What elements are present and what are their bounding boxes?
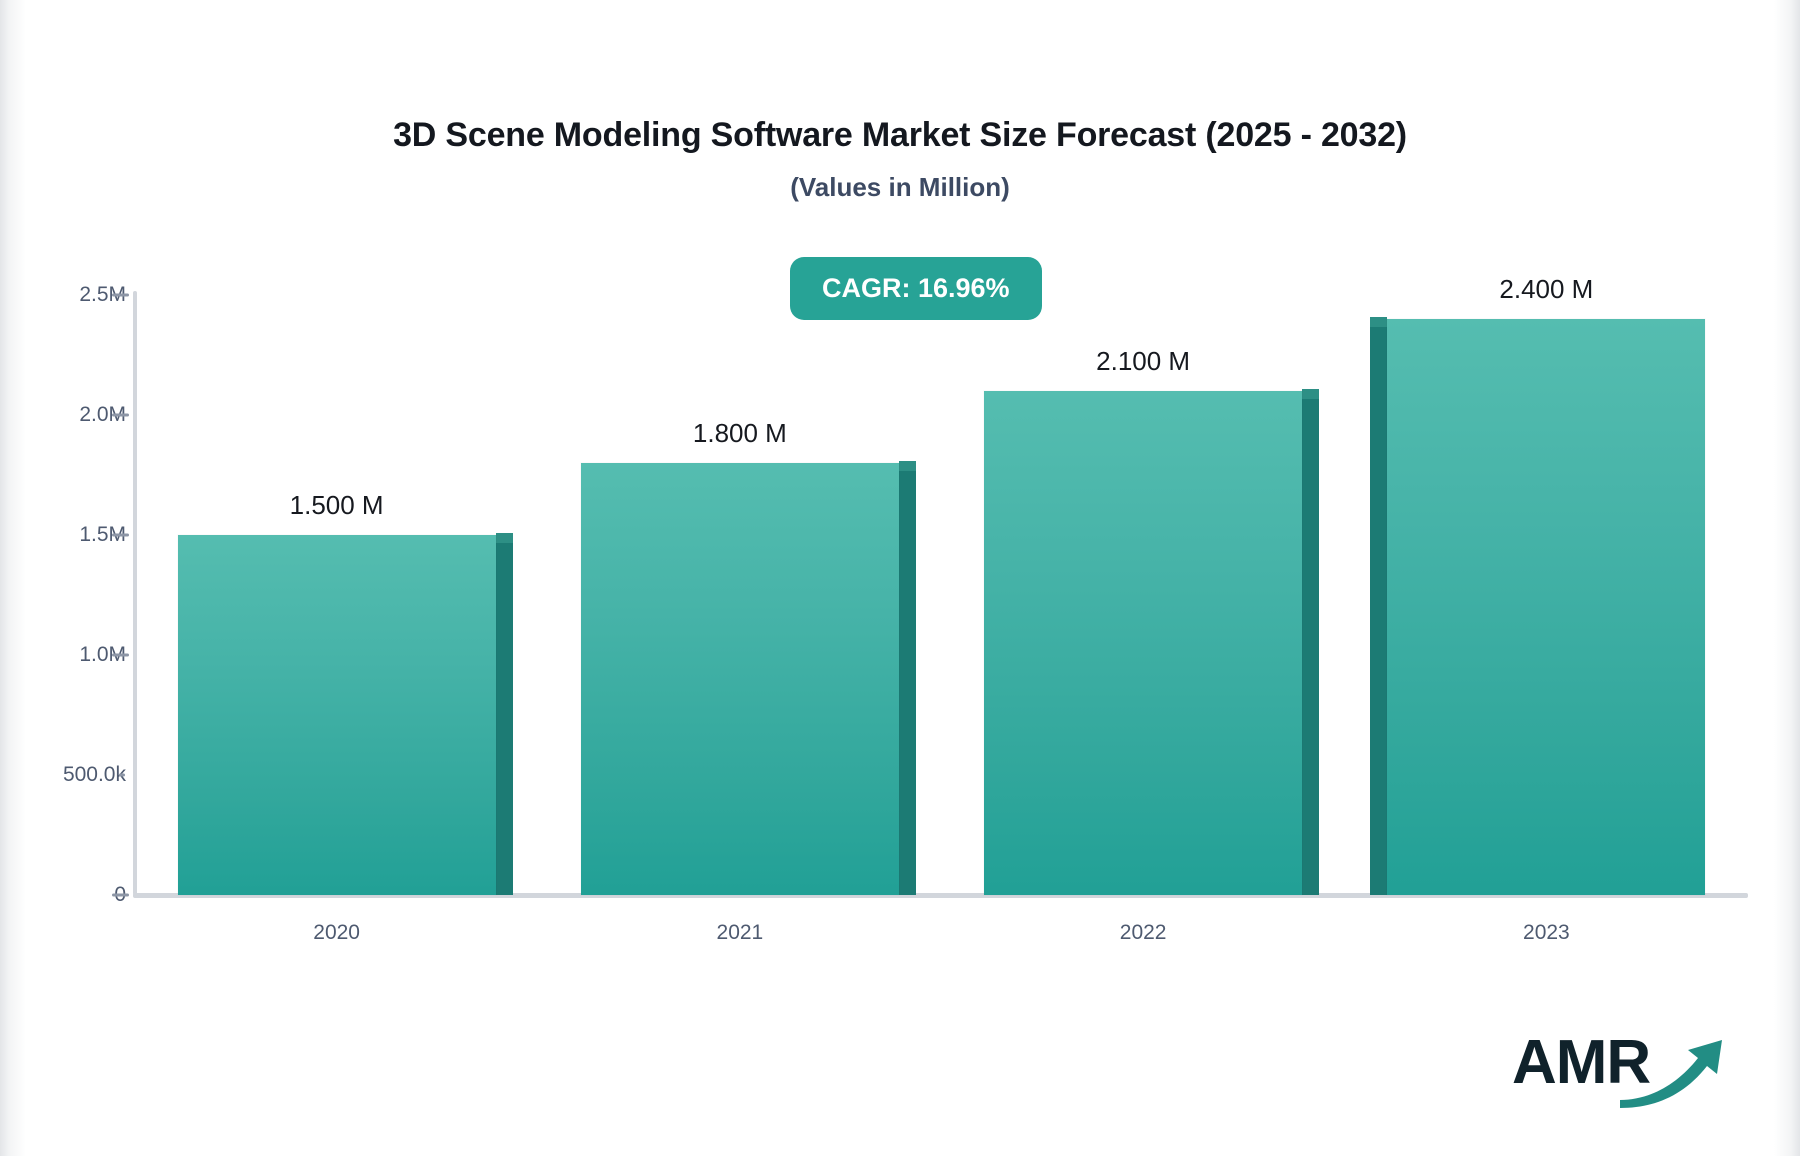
x-axis-line [133, 893, 1748, 898]
y-axis-tick-label: 2.0M [79, 403, 126, 426]
amr-logo: AMR [1512, 1022, 1722, 1114]
y-axis-tick-mark [119, 773, 125, 777]
x-axis-tick-label: 2022 [1119, 921, 1167, 944]
chart-subtitle: (Values in Million) [790, 172, 1010, 202]
chart-title: 3D Scene Modeling Software Market Size F… [393, 116, 1407, 154]
bar-3d-side-face [495, 543, 513, 895]
x-axis-tick-label: 2020 [313, 921, 360, 944]
bar-3d-side-face [1370, 327, 1388, 895]
bar-3d-top-bevel [495, 533, 513, 543]
y-axis-tick-mark [112, 893, 129, 897]
bar-value-label: 1.500 M [289, 490, 384, 520]
y-axis-line [133, 291, 137, 895]
x-axis-tick-label: 2023 [1523, 921, 1570, 944]
y-axis-tick-mark [112, 413, 129, 417]
y-axis-tick-mark [112, 293, 129, 297]
bar-value-label: 1.800 M [692, 418, 787, 448]
x-axis-tick-label: 2021 [716, 921, 764, 944]
bar-front-face[interactable] [984, 391, 1303, 895]
bar-value-label: 2.100 M [1096, 346, 1191, 376]
bar-column[interactable]: 2.400 M [1370, 274, 1706, 895]
bar-front-face[interactable] [580, 463, 899, 895]
bar-column[interactable]: 2.100 M [984, 346, 1320, 895]
bar-value-label: 2.400 M [1499, 274, 1594, 304]
cagr-badge: CAGR: 16.96% [790, 257, 1042, 320]
cagr-badge-label: CAGR: 16.96% [822, 273, 1010, 303]
bar-front-face[interactable] [177, 535, 496, 895]
amr-logo-text: AMR [1512, 1028, 1651, 1097]
bar-column[interactable]: 1.500 M [177, 490, 513, 895]
growth-arrow-icon [1620, 1040, 1722, 1108]
bar-3d-top-bevel [898, 461, 916, 471]
y-axis-tick-label: 1.5M [79, 523, 126, 546]
y-axis-tick-label: 1.0M [79, 643, 126, 666]
bar-3d-side-face [898, 471, 916, 895]
bar-3d-top-bevel [1370, 317, 1388, 327]
y-axis-tick-mark [112, 653, 129, 657]
y-axis-tick-mark [112, 533, 129, 537]
bar-front-face[interactable] [1387, 319, 1706, 895]
y-axis-tick-label: 0 [6, 883, 126, 907]
bar-3d-top-bevel [1302, 389, 1320, 399]
bar-column[interactable]: 1.800 M [580, 418, 916, 895]
bar-3d-side-face [1302, 399, 1320, 895]
y-axis-tick-label: 2.5M [79, 283, 126, 306]
y-axis-tick-label: 500.0k [62, 763, 126, 786]
